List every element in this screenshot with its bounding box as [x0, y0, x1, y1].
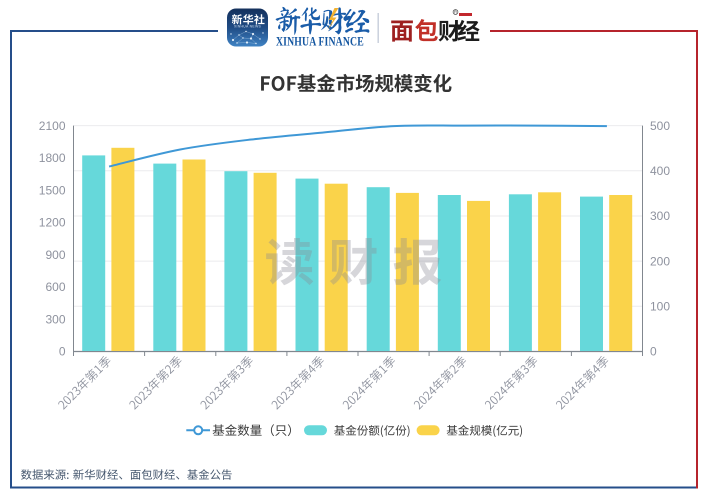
svg-text:0: 0 — [650, 345, 657, 359]
svg-text:R: R — [454, 10, 457, 15]
svg-text:900: 900 — [45, 248, 65, 262]
svg-text:1800: 1800 — [39, 151, 66, 165]
svg-text:600: 600 — [45, 280, 65, 294]
svg-text:0: 0 — [59, 345, 66, 359]
svg-text:1200: 1200 — [39, 216, 66, 230]
svg-text:200: 200 — [650, 254, 670, 268]
svg-text:XINHUA FINANCE: XINHUA FINANCE — [276, 35, 364, 48]
svg-text:100: 100 — [650, 300, 670, 314]
svg-text:300: 300 — [650, 209, 670, 223]
svg-text:300: 300 — [45, 312, 65, 326]
svg-text:2100: 2100 — [39, 119, 66, 133]
svg-text:1500: 1500 — [39, 183, 66, 197]
svg-text:500: 500 — [650, 119, 670, 133]
svg-text:400: 400 — [650, 164, 670, 178]
svg-text:XINHUA NEWS: XINHUA NEWS — [234, 25, 261, 29]
